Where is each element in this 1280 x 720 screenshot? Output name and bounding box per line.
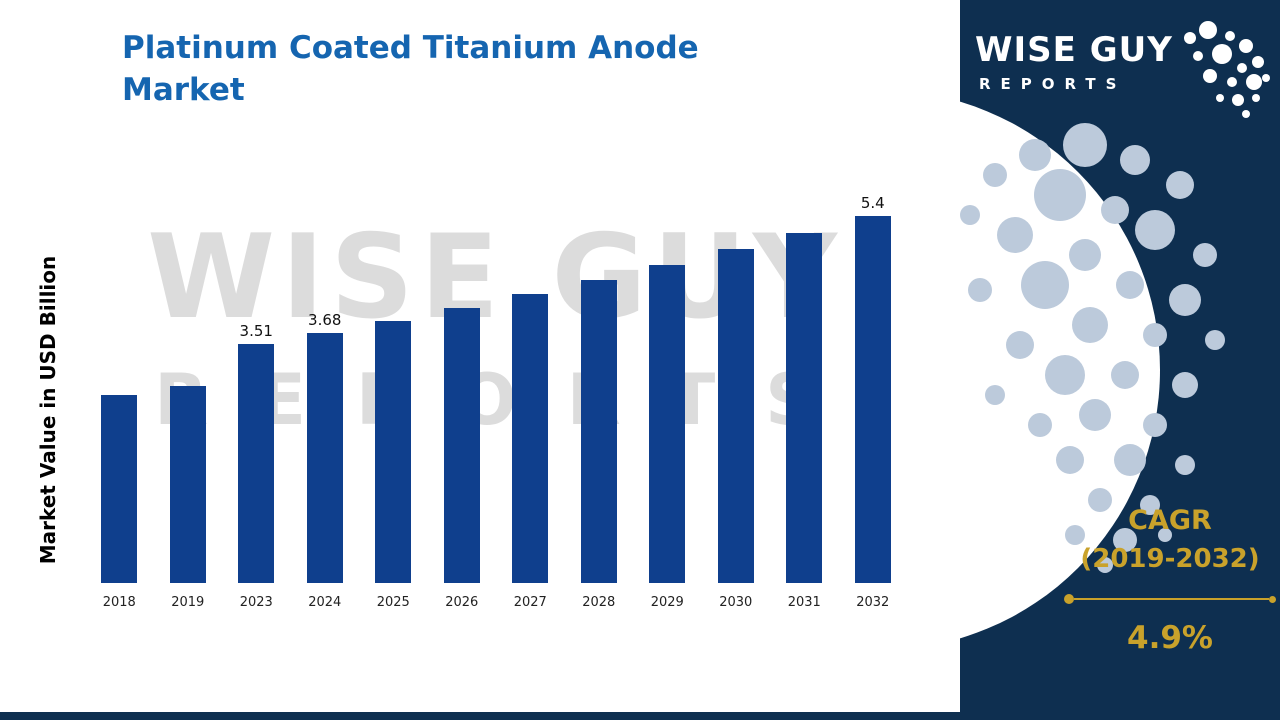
x-tick-label: 2019 <box>171 595 205 610</box>
bar-value-label: 5.4 <box>860 194 885 212</box>
bottom-accent-bar <box>0 712 1280 720</box>
bar-column: 3.68 2024 <box>291 175 360 610</box>
x-tick-label: 2032 <box>856 595 890 610</box>
bar-column: 2018 <box>85 175 154 610</box>
x-tick-label: 2028 <box>582 595 616 610</box>
bar-column: 2019 <box>154 175 223 610</box>
divider-line <box>1074 598 1269 600</box>
bar-column: 2025 <box>359 175 428 610</box>
logo-face-dots-icon <box>1184 21 1270 118</box>
x-tick-label: 2031 <box>787 595 821 610</box>
bar <box>306 333 343 583</box>
bar <box>717 249 754 583</box>
divider-right-dot <box>1269 595 1276 603</box>
bar <box>443 308 480 583</box>
x-tick-label: 2026 <box>445 595 479 610</box>
bar-column: 3.51 2023 <box>222 175 291 610</box>
divider-left-dot <box>1064 594 1074 604</box>
x-tick-label: 2018 <box>102 595 136 610</box>
bar-column: 2028 <box>565 175 634 610</box>
bar-column: 2030 <box>702 175 771 610</box>
logo: WISE GUY REPORTS <box>975 30 1173 93</box>
cagr-divider <box>1064 594 1276 604</box>
x-tick-label: 2029 <box>650 595 684 610</box>
cagr-block: CAGR (2019-2032) 4.9% <box>1060 505 1280 656</box>
bar-column: 2031 <box>770 175 839 610</box>
bar <box>512 294 549 583</box>
bar-column: 5.4 2032 <box>839 175 908 610</box>
cagr-range: (2019-2032) <box>1080 544 1260 574</box>
x-tick-label: 2030 <box>719 595 753 610</box>
bar-column: 2026 <box>428 175 497 610</box>
bar <box>580 280 617 583</box>
bar <box>854 216 891 583</box>
x-tick-label: 2023 <box>239 595 273 610</box>
y-axis-label: Market Value in USD Billion <box>36 255 60 565</box>
bar <box>375 321 412 583</box>
bar <box>649 265 686 583</box>
bar-column: 2027 <box>496 175 565 610</box>
bar-chart: 2018 2019 3.51 2023 3.68 2024 2025 2026 2027 2028… <box>85 175 908 610</box>
bar-column: 2029 <box>633 175 702 610</box>
cagr-label: CAGR <box>1128 505 1212 536</box>
x-tick-label: 2025 <box>376 595 410 610</box>
x-tick-label: 2027 <box>513 595 547 610</box>
bar <box>238 344 275 583</box>
bar-value-label: 3.68 <box>308 311 342 329</box>
logo-subtitle: REPORTS <box>979 75 1127 93</box>
bar <box>101 395 138 583</box>
chart-title: Platinum Coated Titanium Anode Market <box>122 30 699 108</box>
bar <box>786 233 823 583</box>
logo-wordmark: WISE GUY <box>975 30 1173 70</box>
cagr-value: 4.9% <box>1127 620 1213 656</box>
bar <box>169 386 206 583</box>
bar-value-label: 3.51 <box>239 322 273 340</box>
x-tick-label: 2024 <box>308 595 342 610</box>
